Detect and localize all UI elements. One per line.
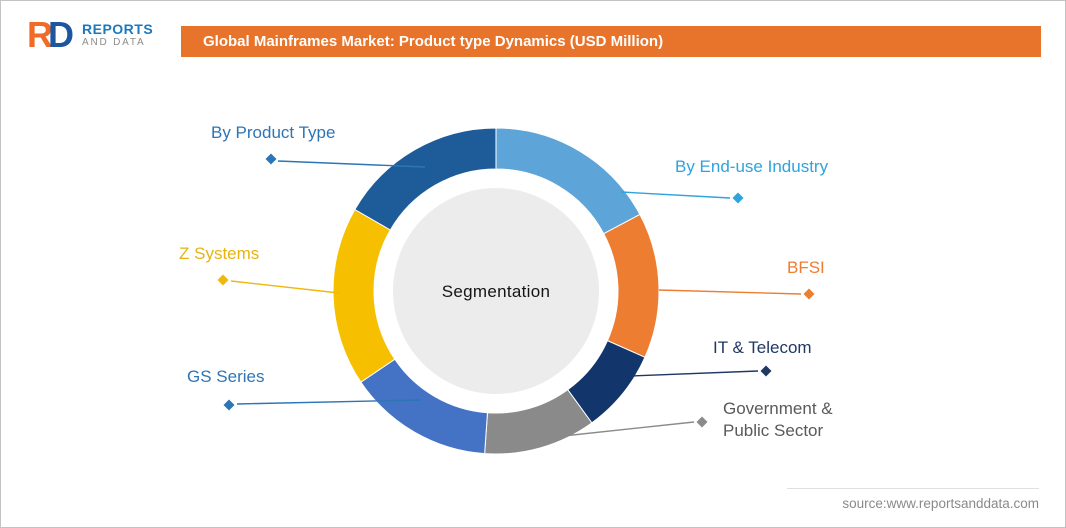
category-label-by-end-use-industry: By End-use Industry [675, 157, 829, 176]
segment-bfsi [603, 213, 660, 358]
connector-line-government-public-sector [553, 421, 695, 438]
category-label-gs-series: GS Series [187, 367, 265, 386]
page-title: Global Mainframes Market: Product type D… [203, 33, 664, 50]
category-label-z-systems: Z Systems [179, 244, 260, 263]
connector-line-by-end-use-industry [620, 191, 731, 199]
diamond-marker-government-public-sector [696, 416, 708, 428]
diamond-marker-by-product-type [265, 153, 277, 165]
source-text: source:www.reportsanddata.com [787, 488, 1039, 511]
category-label-government-public-sector: Government & Public Sector [723, 399, 833, 441]
segment-z-systems [332, 208, 396, 383]
diamond-marker-bfsi [803, 288, 815, 300]
logo-text: REPORTS AND DATA [82, 20, 154, 49]
connector-line-bfsi [658, 289, 802, 295]
connector-line-z-systems [230, 280, 340, 294]
hub-circle [393, 188, 599, 394]
diamond-marker-z-systems [217, 274, 229, 286]
logo-mark: RD [27, 17, 75, 53]
diamond-marker-gs-series [223, 399, 235, 411]
category-label-bfsi: BFSI [787, 258, 825, 277]
connector-line-it-telecom [630, 370, 759, 377]
header-banner: Global Mainframes Market: Product type D… [181, 26, 1041, 57]
diamond-marker-by-end-use-industry [732, 192, 744, 204]
logo-line-and-data: AND DATA [82, 37, 146, 49]
diamond-marker-it-telecom [760, 365, 772, 377]
reports-and-data-logo: RD REPORTS AND DATA [27, 17, 153, 53]
logo-line-reports: REPORTS [82, 20, 154, 37]
segment-by-product-type [354, 127, 497, 231]
category-label-it-telecom: IT & Telecom [713, 338, 812, 357]
center-label: Segmentation [441, 282, 551, 301]
connector-line-by-product-type [277, 160, 426, 168]
category-label-by-product-type: By Product Type [211, 123, 336, 142]
connector-line-gs-series [236, 399, 422, 405]
